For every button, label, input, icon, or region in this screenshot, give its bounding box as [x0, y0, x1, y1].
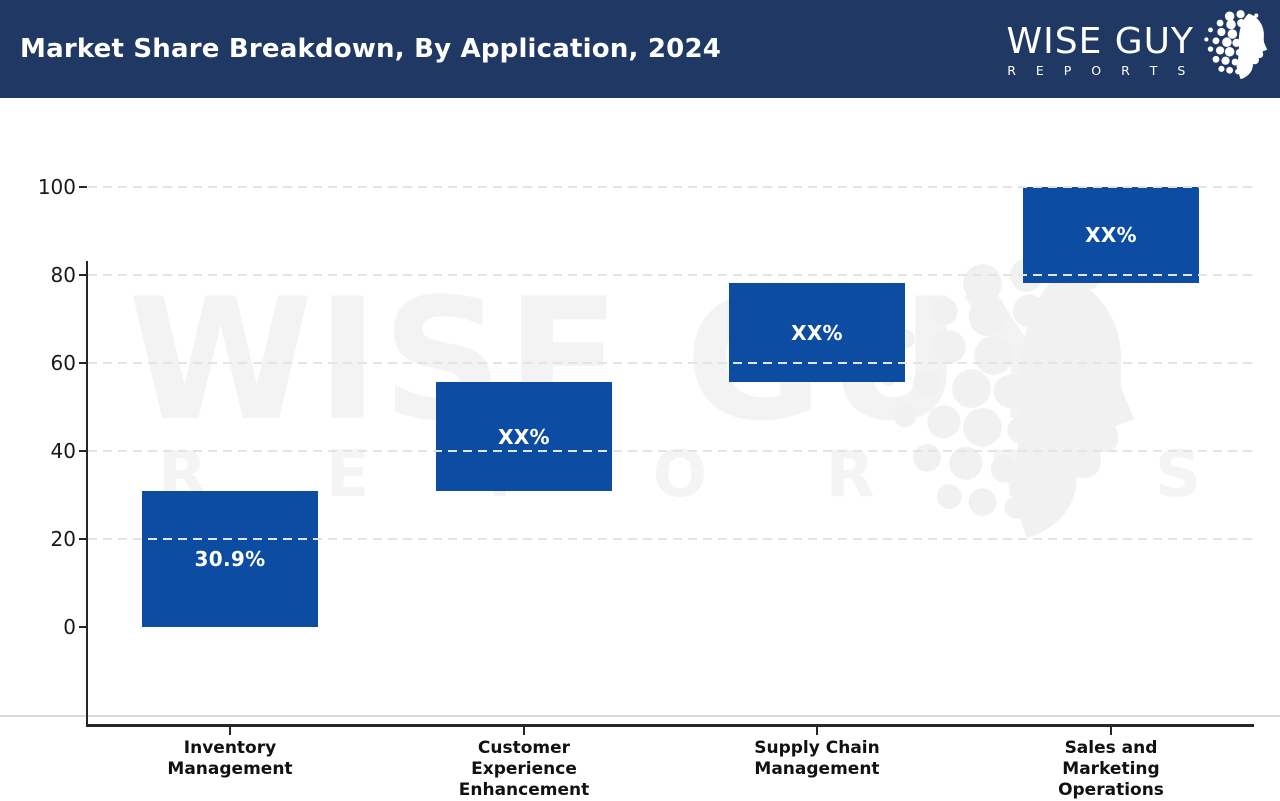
wiseguy-face-icon	[1204, 10, 1268, 80]
category-label-line: Supply Chain	[754, 738, 880, 758]
brand-logo: WISE GUY R E P O R T S	[1007, 6, 1273, 88]
y-tick-mark-100	[79, 186, 87, 188]
category-label-supply-chain-management: Supply Chain Management	[687, 738, 947, 780]
y-tick-label-20: 20	[50, 527, 76, 551]
bar-customer-experience-enhancement: XX%	[436, 382, 612, 492]
category-label-line: Sales and	[1064, 738, 1158, 758]
bar-sales-and-marketing-operations: XX%	[1023, 187, 1199, 284]
y-tick-mark-40	[79, 450, 87, 452]
category-label-line: Marketing	[1062, 759, 1160, 779]
y-tick-label-80: 80	[50, 263, 76, 287]
x-tick-mark-customer-experience-enhancement	[523, 727, 525, 735]
bar-value-label: XX%	[791, 320, 843, 345]
y-tick-mark-80	[79, 274, 87, 276]
gridline-40	[88, 450, 1253, 452]
brand-name: WISE GUY	[1006, 20, 1194, 62]
y-tick-mark-20	[79, 538, 87, 540]
brand-subtitle: R E P O R T S	[1007, 62, 1194, 78]
category-label-line: Experience	[471, 759, 577, 779]
category-label-line: Inventory	[183, 738, 277, 758]
y-tick-label-40: 40	[50, 439, 76, 463]
gridline-80	[88, 274, 1253, 276]
category-label-sales-and-marketing-operations: Sales and Marketing Operations	[981, 738, 1241, 801]
category-label-line: Operations	[1058, 780, 1164, 800]
gridline-20	[88, 538, 1253, 540]
x-axis	[86, 724, 1254, 727]
brand-logo-text: WISE GUY R E P O R T S	[1006, 20, 1195, 78]
y-tick-label-0: 0	[63, 615, 76, 639]
y-axis	[86, 261, 88, 727]
bar-value-label: 30.9%	[194, 547, 266, 571]
bar-supply-chain-management: XX%	[729, 283, 905, 383]
x-tick-mark-supply-chain-management	[816, 727, 818, 735]
category-label-line: Customer	[477, 738, 571, 758]
y-tick-mark-0	[79, 626, 87, 628]
bar-value-label: XX%	[1085, 223, 1137, 248]
page-title: Market Share Breakdown, By Application, …	[20, 34, 722, 64]
x-tick-mark-sales-and-marketing-operations	[1110, 727, 1112, 735]
bar-inventory-management: 30.9%	[142, 491, 318, 627]
footer-divider	[0, 715, 1280, 717]
gridline-60	[88, 362, 1253, 364]
category-label-customer-experience-enhancement: Customer Experience Enhancement	[394, 738, 654, 801]
y-tick-label-100: 100	[37, 175, 76, 199]
category-label-inventory-management: Inventory Management	[100, 738, 360, 780]
category-label-line: Management	[167, 759, 293, 779]
header-bar: Market Share Breakdown, By Application, …	[0, 0, 1280, 98]
category-label-line: Management	[754, 759, 880, 779]
y-tick-label-60: 60	[50, 351, 76, 375]
category-label-line: Enhancement	[458, 780, 590, 800]
x-tick-mark-inventory-management	[229, 727, 231, 735]
y-tick-mark-60	[79, 362, 87, 364]
bar-value-label: XX%	[498, 424, 550, 449]
gridline-100	[88, 186, 1253, 188]
